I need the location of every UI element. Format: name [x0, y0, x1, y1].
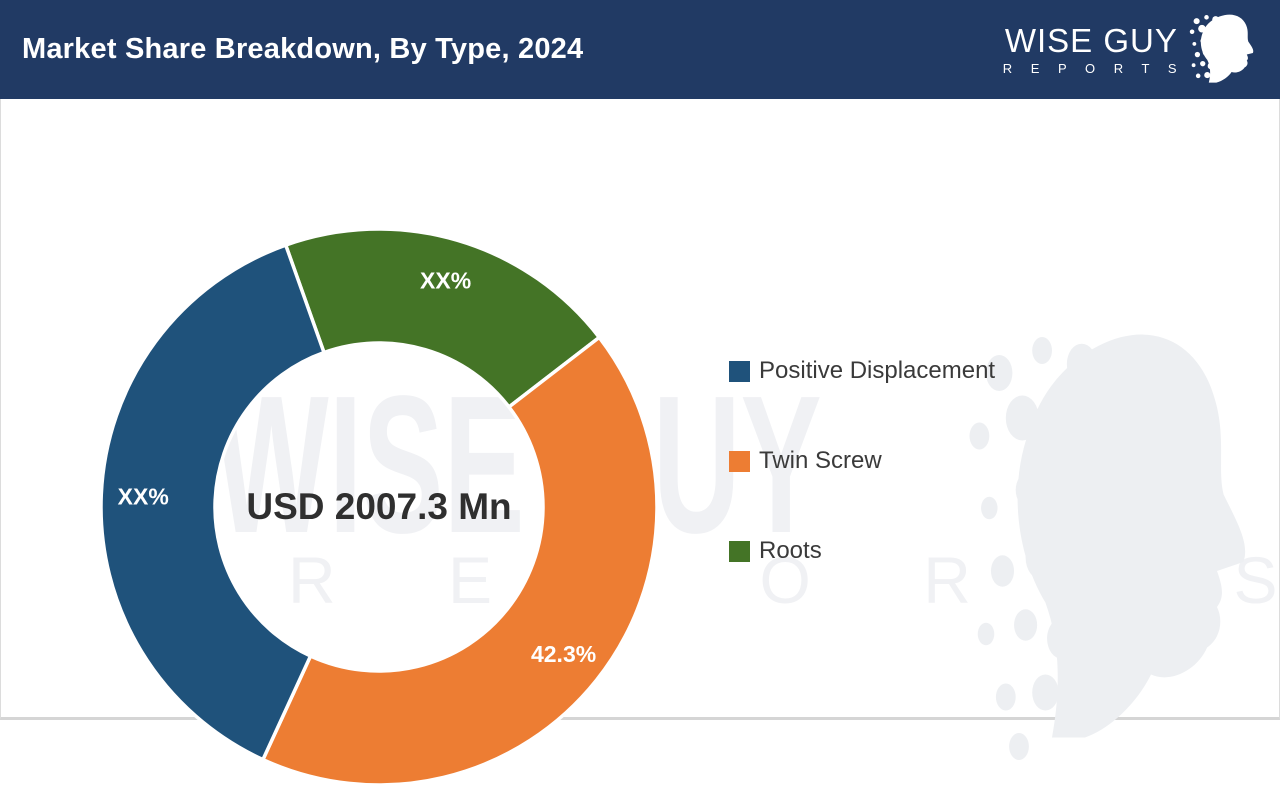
background-watermark-face-icon [969, 334, 1246, 760]
legend-label-twin-screw: Twin Screw [759, 447, 882, 474]
slice-value-label-roots: XX% [420, 268, 471, 294]
legend-swatch-twin-screw [729, 450, 750, 472]
donut-segment-twin-screw [261, 335, 659, 787]
wise-guy-reports-logo: WISE GUY R E P O R T S [999, 12, 1262, 88]
donut-chart-svg: XX% 42.3% XX% [99, 227, 659, 787]
legend-item-roots: Roots [729, 535, 995, 567]
legend-label-roots: Roots [759, 537, 822, 564]
donut-segment-roots [283, 227, 602, 409]
page-title: Market Share Breakdown, By Type, 2024 [22, 33, 584, 65]
logo-subtitle: R E P O R T S [1002, 60, 1184, 76]
chart-canvas: WISE GUY R E P O R T S XX% 42.3% XX% USD 2… [0, 99, 1280, 787]
legend-item-twin-screw: Twin Screw [729, 445, 995, 477]
legend-swatch-roots [729, 540, 750, 562]
donut-center-value-label: USD 2007.3 Mn [246, 486, 512, 527]
donut-segment-positive-displacement [99, 243, 326, 762]
legend-label-positive-displacement: Positive Displacement [759, 357, 996, 384]
logo-wordmark: WISE GUY [1004, 21, 1178, 59]
slice-value-label-positive-displacement: XX% [118, 484, 169, 510]
chart-legend: Positive Displacement Twin Screw Roots [729, 355, 995, 625]
logo-text: WISE GUY R E P O R T S [999, 21, 1184, 76]
legend-item-positive-displacement: Positive Displacement [729, 355, 995, 387]
legend-swatch-positive-displacement [729, 360, 750, 382]
slice-value-label-twin-screw: 42.3% [531, 641, 596, 667]
logo-face-icon [1189, 14, 1254, 83]
header-bar: Market Share Breakdown, By Type, 2024 WI… [0, 0, 1280, 99]
